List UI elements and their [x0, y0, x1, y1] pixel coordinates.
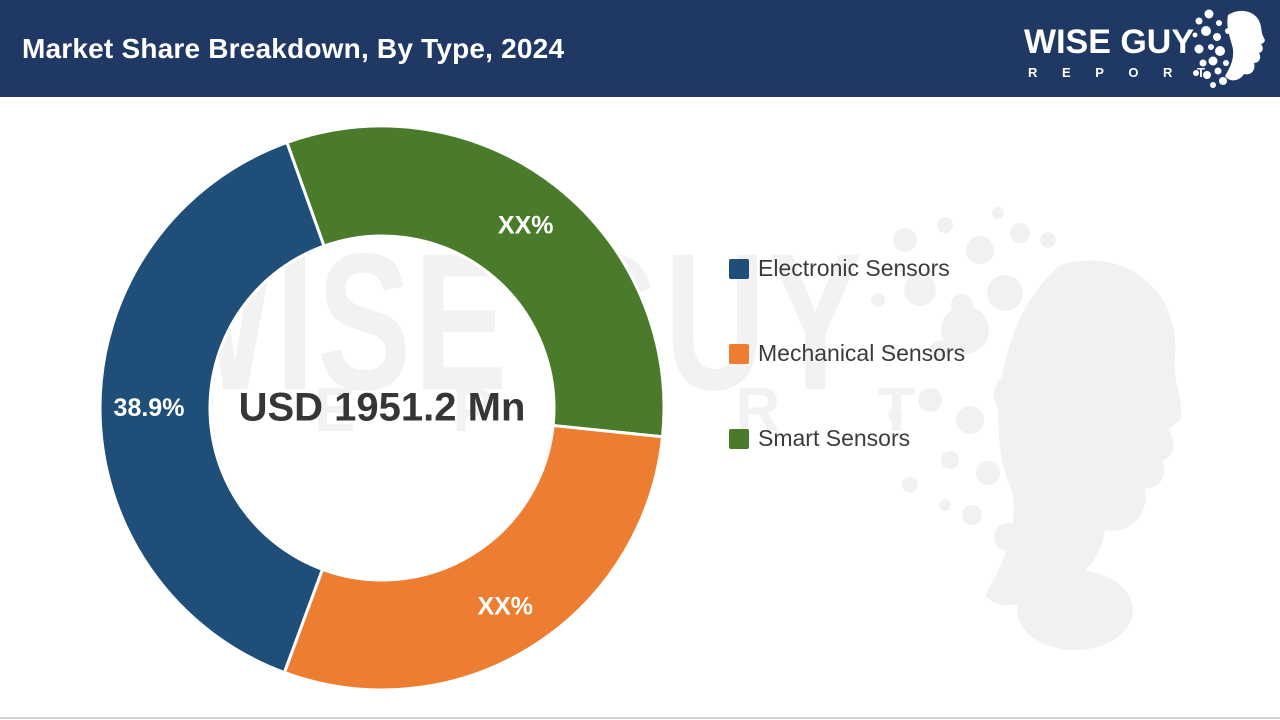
- logo-face-dots-icon: [1192, 9, 1265, 88]
- bottom-rule: [0, 717, 1280, 719]
- slice-label-smart-sensors: XX%: [498, 212, 554, 240]
- logo-face-profile: [1225, 10, 1265, 80]
- legend: Electronic Sensors Mechanical Sensors Sm…: [729, 255, 965, 452]
- donut-segment-electronic-sensors[interactable]: [98, 140, 326, 675]
- logo-wordmark: WISE GUY: [1024, 23, 1194, 61]
- legend-item-electronic-sensors[interactable]: Electronic Sensors: [729, 255, 965, 282]
- legend-swatch-electronic-sensors: [729, 258, 749, 279]
- logo-subtext: R E P O R T S: [1028, 65, 1249, 80]
- wise-guy-logo-svg: WISE GUY R E P O R T S: [1024, 9, 1265, 88]
- legend-label: Mechanical Sensors: [758, 340, 966, 366]
- legend-item-smart-sensors[interactable]: Smart Sensors: [729, 425, 965, 452]
- legend-label: Electronic Sensors: [758, 255, 950, 281]
- donut-chart: XX% XX% 38.9%: [98, 124, 666, 692]
- slice-label-mechanical-sensors: XX%: [477, 593, 533, 621]
- header-bar: Market Share Breakdown, By Type, 2024 WI…: [0, 0, 1280, 97]
- page-title: Market Share Breakdown, By Type, 2024: [22, 32, 565, 64]
- donut-segment-smart-sensors[interactable]: [285, 124, 666, 439]
- watermark-face-profile: [985, 260, 1182, 606]
- chart-area: WISE GUY R E P O R T S XX%XX%38.9% USD 1…: [0, 97, 1280, 720]
- legend-swatch-smart-sensors: [729, 428, 749, 449]
- donut-segment-mechanical-sensors[interactable]: [282, 423, 665, 692]
- wise-guy-logo: WISE GUY R E P O R T S: [1018, 5, 1266, 93]
- legend-label: Smart Sensors: [758, 425, 911, 451]
- slice-label-electronic-sensors: 38.9%: [114, 394, 185, 422]
- donut-center-value: USD 1951.2 Mn: [238, 385, 526, 430]
- legend-swatch-mechanical-sensors: [729, 343, 749, 364]
- legend-item-mechanical-sensors[interactable]: Mechanical Sensors: [729, 340, 965, 367]
